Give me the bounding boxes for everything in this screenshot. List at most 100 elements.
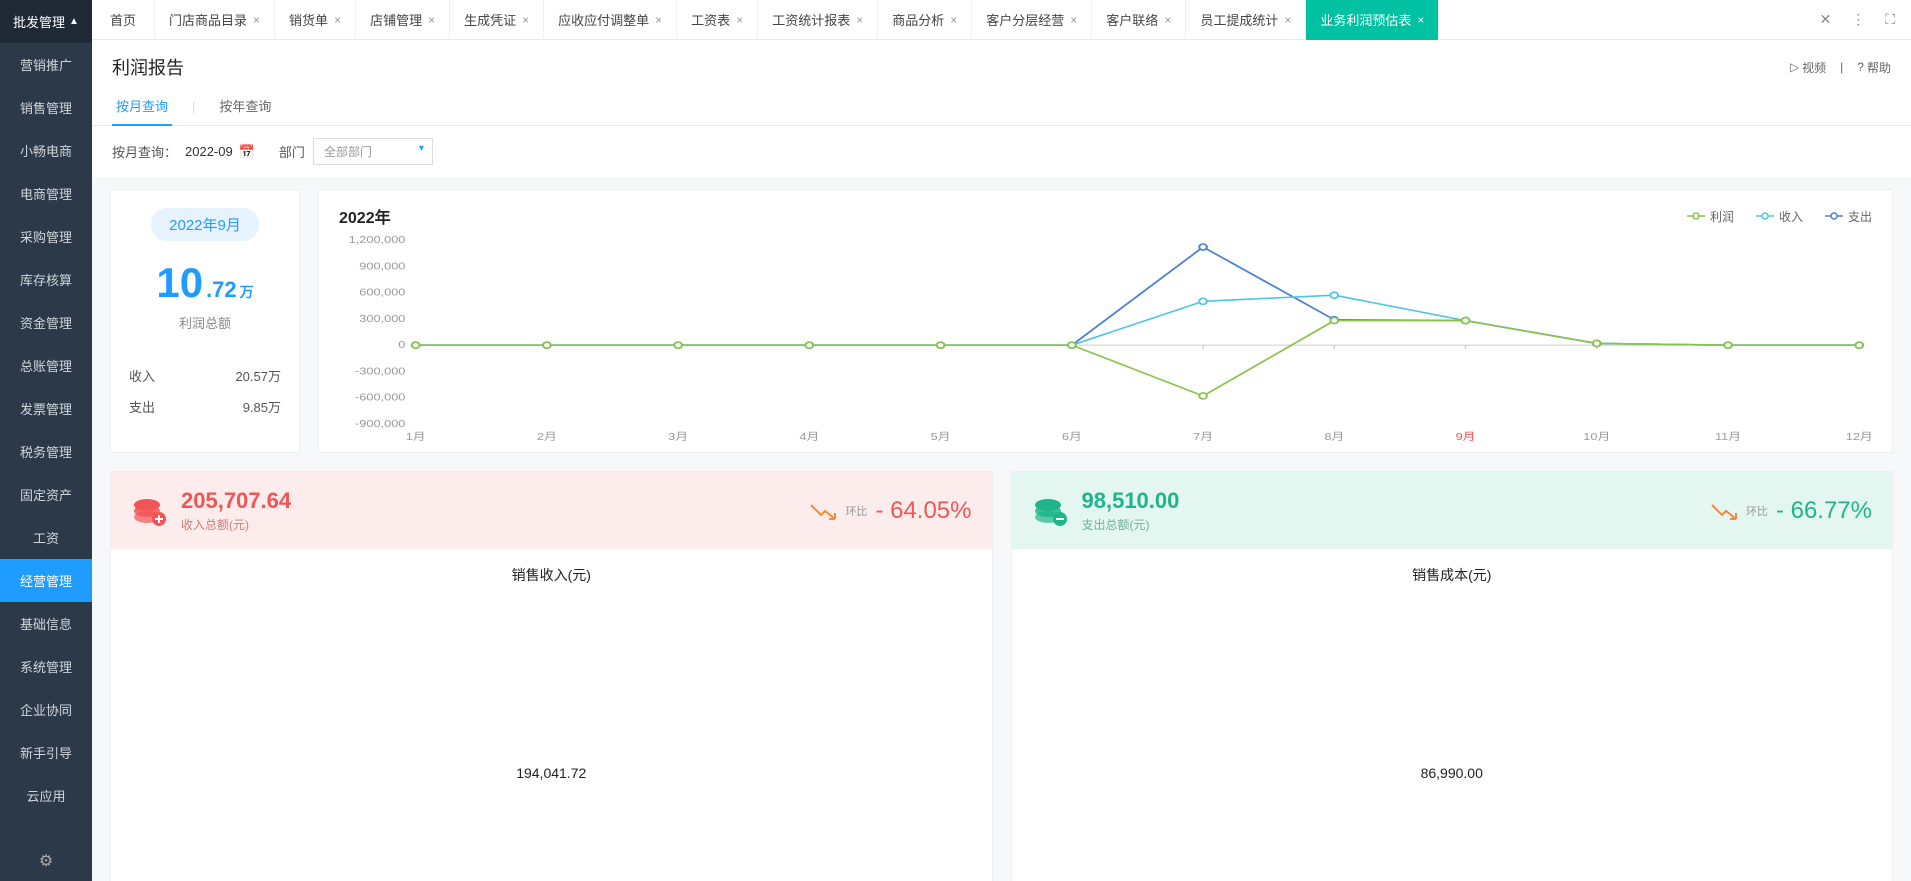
sidebar-item[interactable]: 采购管理 <box>0 215 92 258</box>
tab[interactable]: 客户联络× <box>1092 0 1186 40</box>
sidebar-item[interactable]: 云应用 <box>0 774 92 817</box>
svg-text:6月: 6月 <box>1062 432 1082 442</box>
expense-total-label: 支出总额(元) <box>1082 516 1180 533</box>
sep: | <box>192 99 195 114</box>
expense-rows: 销售成本(元)86,990.0088.31%销售成本86,990.00商品类支出… <box>1012 549 1893 881</box>
summary-period: 2022年9月 <box>151 208 259 241</box>
filter-row: 按月查询： 2022-09 📅 部门 全部部门 ▾ <box>92 126 1911 177</box>
close-icon[interactable]: × <box>334 13 341 27</box>
tabs-list: 首页门店商品目录×销货单×店铺管理×生成凭证×应收应付调整单×工资表×工资统计报… <box>92 0 1803 40</box>
svg-text:300,000: 300,000 <box>359 314 405 324</box>
sidebar-item[interactable]: 库存核算 <box>0 258 92 301</box>
summary-profit-total: 10.72万 <box>125 259 285 307</box>
settings-icon[interactable]: ⚙ <box>0 841 92 881</box>
month-picker[interactable]: 2022-09 📅 <box>185 144 255 160</box>
income-head: 205,707.64 收入总额(元) 环比 - 64.05% <box>111 472 992 549</box>
close-icon[interactable]: × <box>655 13 662 27</box>
income-total: 205,707.64 <box>181 488 291 514</box>
sidebar-items: 营销推广销售管理小畅电商电商管理采购管理库存核算资金管理总账管理发票管理税务管理… <box>0 43 92 841</box>
stat-row: 销售成本(元)86,990.0088.31% <box>1032 555 1873 881</box>
chart-card: 2022年 利润 收入 支 <box>318 189 1893 453</box>
svg-text:2月: 2月 <box>537 432 557 442</box>
tab[interactable]: 店铺管理× <box>356 0 450 40</box>
tab[interactable]: 工资表× <box>677 0 758 40</box>
tab[interactable]: 生成凭证× <box>450 0 544 40</box>
svg-text:3月: 3月 <box>668 432 688 442</box>
sidebar-item[interactable]: 资金管理 <box>0 301 92 344</box>
close-icon[interactable]: × <box>253 13 260 27</box>
close-icon[interactable]: × <box>1417 13 1424 27</box>
sidebar-item[interactable]: 固定资产 <box>0 473 92 516</box>
filter-dept: 部门 全部部门 ▾ <box>279 138 433 165</box>
legend-profit[interactable]: 利润 <box>1687 208 1734 225</box>
sidebar-header-label: 批发管理 <box>13 12 65 31</box>
close-icon[interactable]: × <box>856 13 863 27</box>
content: 2022年9月 10.72万 利润总额 收入 20.57万 支出 9.85万 <box>92 177 1911 881</box>
stat-row: 销售收入(元)194,041.7294.33% <box>131 555 972 881</box>
svg-text:600,000: 600,000 <box>359 288 405 298</box>
sidebar-item[interactable]: 电商管理 <box>0 172 92 215</box>
close-icon[interactable]: × <box>736 13 743 27</box>
legend-expense[interactable]: 支出 <box>1825 208 1872 225</box>
svg-text:0: 0 <box>398 340 405 350</box>
tabs-bar: 首页门店商品目录×销货单×店铺管理×生成凭证×应收应付调整单×工资表×工资统计报… <box>92 0 1911 40</box>
close-icon[interactable]: × <box>1284 13 1291 27</box>
dept-select[interactable]: 全部部门 ▾ <box>313 138 433 165</box>
legend-income[interactable]: 收入 <box>1756 208 1803 225</box>
tabs-controls: ✕ ⋮ ⛶ <box>1803 7 1911 32</box>
summary-card: 2022年9月 10.72万 利润总额 收入 20.57万 支出 9.85万 <box>110 189 300 453</box>
sidebar-item[interactable]: 企业协同 <box>0 688 92 731</box>
subtab-month[interactable]: 按月查询 <box>112 88 172 125</box>
tab[interactable]: 销货单× <box>275 0 356 40</box>
sidebar-item[interactable]: 新手引导 <box>0 731 92 774</box>
expense-change: 环比 - 66.77% <box>1710 497 1872 525</box>
sidebar-item[interactable]: 发票管理 <box>0 387 92 430</box>
close-icon[interactable]: × <box>522 13 529 27</box>
help-link[interactable]: ? 帮助 <box>1857 59 1891 76</box>
page-actions: ▷ 视频 | ? 帮助 <box>1790 59 1891 76</box>
close-all-icon[interactable]: ✕ <box>1815 7 1835 32</box>
tab[interactable]: 员工提成统计× <box>1186 0 1306 40</box>
tab[interactable]: 首页 <box>92 0 155 40</box>
sidebar-item[interactable]: 小畅电商 <box>0 129 92 172</box>
income-card: 205,707.64 收入总额(元) 环比 - 64.05% 销售收入(元)19… <box>110 471 993 881</box>
close-icon[interactable]: × <box>1070 13 1077 27</box>
subtab-year[interactable]: 按年查询 <box>215 88 275 125</box>
page-header: 利润报告 ▷ 视频 | ? 帮助 <box>92 40 1911 88</box>
tab[interactable]: 应收应付调整单× <box>544 0 677 40</box>
trend-down-icon <box>809 501 837 521</box>
sidebar-item[interactable]: 基础信息 <box>0 602 92 645</box>
tab[interactable]: 工资统计报表× <box>758 0 878 40</box>
video-link[interactable]: ▷ 视频 <box>1790 59 1826 76</box>
tab[interactable]: 商品分析× <box>878 0 972 40</box>
sep: | <box>1840 59 1843 76</box>
sidebar-item[interactable]: 销售管理 <box>0 86 92 129</box>
svg-text:1月: 1月 <box>406 432 426 442</box>
sidebar-header[interactable]: 批发管理 ▲ <box>0 0 92 43</box>
sidebar-item[interactable]: 工资 <box>0 516 92 559</box>
sidebar-item[interactable]: 经营管理 <box>0 559 92 602</box>
expense-head: 98,510.00 支出总额(元) 环比 - 66.77% <box>1012 472 1893 549</box>
tab[interactable]: 门店商品目录× <box>155 0 275 40</box>
more-icon[interactable]: ⋮ <box>1847 7 1869 32</box>
calendar-icon: 📅 <box>239 144 255 160</box>
sidebar-item[interactable]: 营销推广 <box>0 43 92 86</box>
income-total-label: 收入总额(元) <box>181 516 291 533</box>
expense-card: 98,510.00 支出总额(元) 环比 - 66.77% 销售成本(元)86,… <box>1011 471 1894 881</box>
fullscreen-icon[interactable]: ⛶ <box>1881 7 1899 32</box>
trend-down-icon <box>1710 501 1738 521</box>
sidebar-item[interactable]: 系统管理 <box>0 645 92 688</box>
svg-text:1,200,000: 1,200,000 <box>349 235 406 245</box>
sidebar-item[interactable]: 税务管理 <box>0 430 92 473</box>
tab[interactable]: 客户分层经营× <box>972 0 1092 40</box>
chart-body: 1,200,000900,000600,000300,0000-300,000-… <box>339 234 1872 444</box>
sidebar-item[interactable]: 总账管理 <box>0 344 92 387</box>
svg-text:8月: 8月 <box>1324 432 1344 442</box>
close-icon[interactable]: × <box>1164 13 1171 27</box>
tab[interactable]: 业务利润预估表× <box>1306 0 1439 40</box>
close-icon[interactable]: × <box>428 13 435 27</box>
filter-month-label: 按月查询： <box>112 142 177 161</box>
summary-expense-row: 支出 9.85万 <box>125 391 285 422</box>
close-icon[interactable]: × <box>950 13 957 27</box>
subtabs: 按月查询 | 按年查询 <box>92 88 1911 126</box>
